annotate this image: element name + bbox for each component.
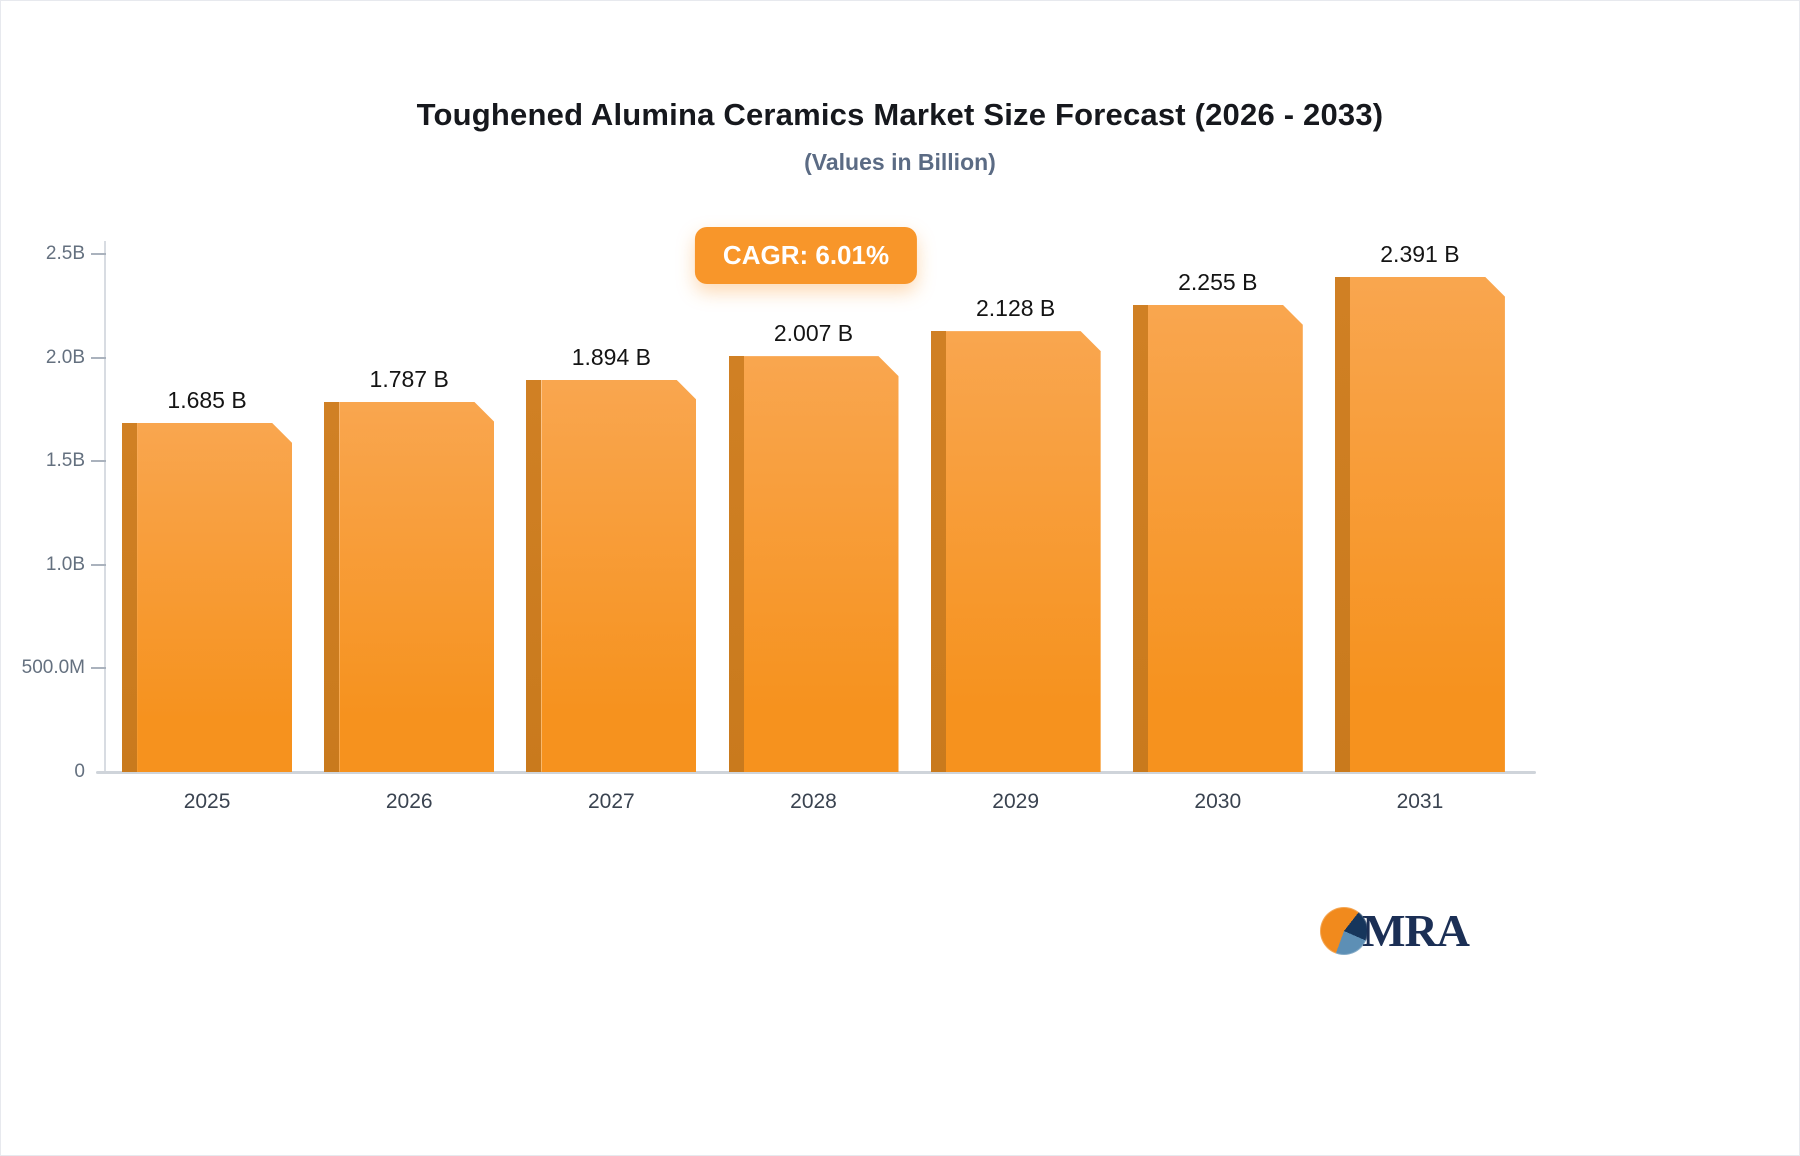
bar-value-label: 1.685 B (167, 386, 247, 413)
chart-title: Toughened Alumina Ceramics Market Size F… (416, 97, 1384, 132)
logo: MRA (1320, 904, 1470, 957)
y-tick-label: 0 (74, 761, 85, 782)
y-tick-mark (91, 356, 106, 359)
chart-subtitle: (Values in Billion) (804, 149, 996, 175)
y-tick-label: 2.5B (45, 243, 85, 264)
y-tick-label: 500.0M (21, 657, 85, 679)
x-axis-label: 2026 (385, 790, 433, 813)
bar (728, 356, 899, 772)
bar-side-face (526, 379, 542, 772)
bar-front-face (946, 331, 1101, 772)
bar-side-face (324, 401, 340, 772)
y-axis-line (104, 241, 106, 773)
x-axis-label: 2025 (183, 790, 231, 813)
x-axis-label: 2028 (790, 790, 837, 813)
bar (122, 422, 292, 772)
bar-value-label: 1.787 B (369, 365, 449, 392)
logo-text: MRA (1362, 905, 1470, 956)
bar (1334, 276, 1505, 772)
cagr-badge: CAGR: 6.01% (694, 227, 918, 284)
x-axis-label: 2027 (587, 790, 635, 813)
bar-value-label: 1.894 B (571, 343, 651, 370)
bar-value-label: 2.128 B (975, 295, 1056, 322)
bar-side-face (930, 331, 946, 772)
bar-front-face (744, 356, 899, 772)
y-tick-mark (91, 667, 106, 670)
bar (324, 401, 494, 772)
bar-front-face (137, 423, 292, 772)
bar (1132, 304, 1303, 772)
bar-side-face (122, 422, 138, 772)
x-axis-label: 2031 (1396, 790, 1444, 813)
y-tick-mark (91, 253, 106, 255)
bar-value-label: 2.007 B (773, 320, 854, 347)
x-axis-label: 2029 (992, 790, 1039, 813)
bar-value-label: 2.391 B (1380, 240, 1460, 267)
bar-side-face (1334, 276, 1350, 772)
bar (930, 331, 1101, 772)
y-tick-label: 1.0B (45, 553, 85, 575)
x-axis-label: 2030 (1194, 790, 1242, 813)
x-axis-line (96, 771, 1536, 774)
bar-side-face (1132, 304, 1148, 772)
y-tick-label: 1.5B (45, 450, 85, 472)
bar-value-label: 2.255 B (1178, 268, 1258, 295)
logo-pie-icon (1320, 906, 1369, 955)
bar-front-face (1148, 305, 1303, 772)
y-tick-mark (91, 563, 106, 566)
bar-side-face (728, 356, 744, 772)
y-tick-mark (91, 460, 106, 463)
y-tick-label: 2.0B (45, 346, 85, 368)
bar-front-face (541, 380, 696, 772)
bar-front-face (339, 402, 494, 772)
bar (526, 379, 696, 772)
bar-front-face (1350, 277, 1505, 772)
